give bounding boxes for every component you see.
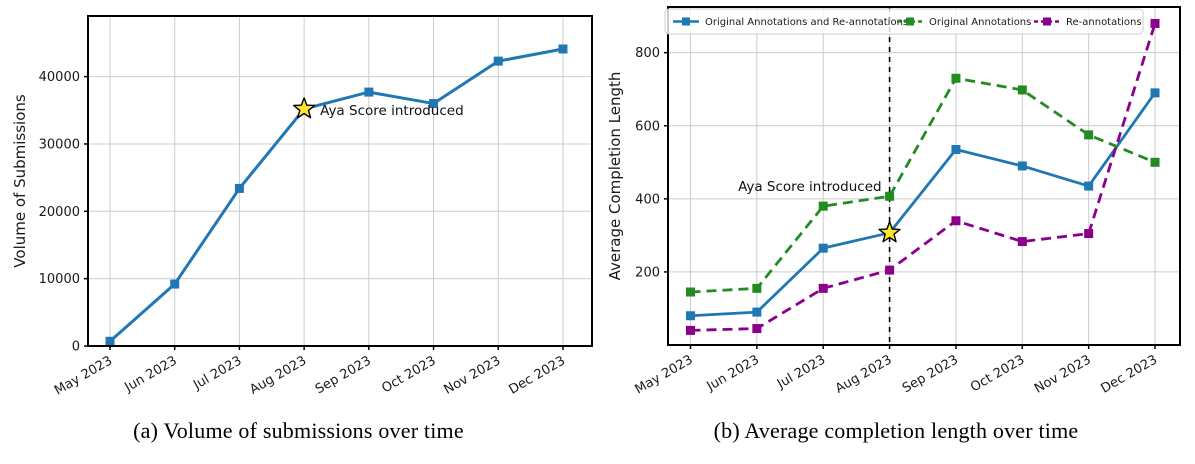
annotation-text: Aya Score introduced: [738, 179, 882, 195]
tick-labels: 0 10000 20000 30000 40000 May 2023 Jun 2023 Jul…: [39, 70, 568, 398]
y-tick-label: 20000: [39, 205, 80, 220]
x-tick-label: Jun 2023: [704, 352, 762, 394]
y-tick-label: 30000: [39, 137, 80, 152]
data-point-marker: [885, 191, 895, 201]
axis-ticks: [84, 75, 564, 350]
data-point-marker: [752, 307, 762, 317]
y-tick-label: 40000: [39, 70, 80, 85]
gridlines: [88, 16, 592, 347]
x-tick-label: Jul 2023: [774, 352, 828, 392]
data-point-marker: [951, 73, 961, 83]
legend-label: Original Annotations: [929, 17, 1031, 28]
data-point-marker: [752, 324, 762, 334]
y-axis-label: Average Completion Length: [606, 72, 624, 281]
x-tick-label: Dec 2023: [506, 353, 568, 397]
chart-a-canvas: 0 10000 20000 30000 40000 May 2023 Jun 2023 Jul…: [11, 15, 593, 399]
x-tick-label: Sep 2023: [313, 353, 374, 397]
x-tick-label: Jul 2023: [190, 353, 244, 393]
star-marker-icon: [878, 221, 901, 243]
x-tick-label: Jun 2023: [122, 353, 180, 395]
series-0: [686, 88, 1160, 321]
x-tick-label: Oct 2023: [379, 353, 438, 396]
y-tick-label: 400: [635, 192, 660, 207]
data-point-marker: [1084, 181, 1094, 191]
x-tick-label: Aug 2023: [833, 352, 895, 396]
legend-item: Original Annotations: [897, 17, 1031, 28]
data-point-marker: [686, 287, 695, 297]
data-point-marker: [1150, 157, 1160, 167]
data-point-marker: [1084, 229, 1094, 239]
figure-b: 200 400 600 800 May 2023 Jun 2023 Jul 2023 Aug …: [597, 0, 1195, 464]
y-axis-label: Volume of Submissions: [11, 94, 29, 268]
data-point-marker: [493, 56, 503, 66]
data-point-marker: [818, 283, 828, 293]
data-point-marker: [686, 311, 695, 321]
data-point-marker: [951, 216, 961, 226]
x-tick-label: Oct 2023: [968, 352, 1027, 395]
y-tick-label: 0: [72, 340, 80, 355]
legend-marker-icon: [1043, 17, 1051, 26]
axis-ticks: [664, 51, 1156, 349]
legend-item: Re-annotations: [1034, 17, 1142, 28]
annotation-text: Aya Score introduced: [320, 103, 464, 119]
data-point-marker: [752, 283, 762, 293]
x-tick-label: May 2023: [632, 352, 695, 397]
caption-b: (b) Average completion length over time: [713, 418, 1079, 443]
y-tick-label: 600: [635, 119, 660, 134]
x-tick-label: Nov 2023: [1032, 352, 1094, 396]
data-point-marker: [558, 44, 568, 54]
y-tick-label: 10000: [39, 272, 80, 287]
axes-frame: [87, 15, 593, 347]
data-point-marker: [818, 201, 828, 211]
data-point-marker: [364, 87, 374, 97]
axes-frame: [667, 6, 1181, 346]
data-point-marker: [818, 243, 828, 253]
x-tick-label: Nov 2023: [442, 353, 504, 397]
star-marker-icon: [293, 97, 316, 119]
caption-a: (a) Volume of submissions over time: [133, 418, 464, 443]
legend-marker-icon: [682, 17, 690, 26]
series-2: [686, 18, 1160, 335]
x-tick-label: Aug 2023: [247, 353, 309, 397]
x-tick-label: Dec 2023: [1099, 352, 1161, 396]
legend-marker-icon: [906, 17, 914, 26]
series-0: [105, 44, 568, 346]
data-point-marker: [1017, 85, 1027, 95]
data-point-marker: [1017, 237, 1027, 247]
data-point-marker: [1150, 88, 1160, 98]
y-tick-label: 800: [635, 46, 660, 61]
data-point-marker: [429, 99, 439, 109]
data-point-marker: [234, 183, 244, 193]
data-point-marker: [885, 265, 895, 275]
y-tick-label: 200: [635, 265, 660, 280]
data-point-marker: [686, 325, 695, 335]
legend-label: Original Annotations and Re-annotations: [705, 17, 908, 28]
legend-label: Re-annotations: [1066, 17, 1142, 28]
series-1: [686, 73, 1160, 297]
data-point-marker: [170, 279, 180, 289]
data-point-marker: [1017, 161, 1027, 171]
data-point-marker: [105, 336, 115, 346]
figure-a: 0 10000 20000 30000 40000 May 2023 Jun 2023 Jul…: [0, 0, 597, 464]
chart-b-canvas: 200 400 600 800 May 2023 Jun 2023 Jul 2023 Aug …: [606, 6, 1181, 398]
data-point-marker: [951, 145, 961, 155]
legend-item: Original Annotations and Re-annotations: [673, 17, 908, 28]
legend: Original Annotations and Re-annotations O…: [664, 8, 1144, 35]
data-point-marker: [1084, 130, 1094, 140]
gridlines: [668, 7, 1180, 345]
x-tick-label: Sep 2023: [900, 352, 961, 396]
x-tick-label: May 2023: [52, 353, 115, 398]
data-point-marker: [1150, 18, 1160, 28]
